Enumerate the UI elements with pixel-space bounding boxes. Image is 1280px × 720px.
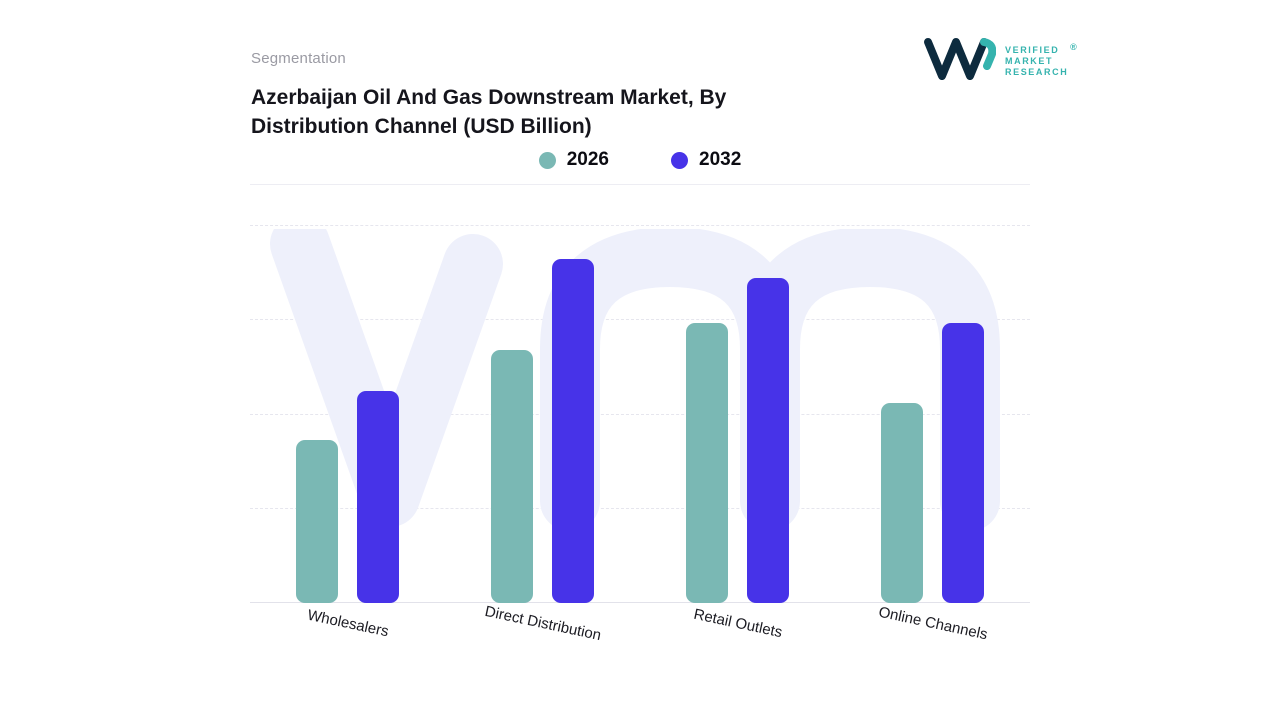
plot-area (250, 214, 1030, 603)
bar-2026-online-channels (881, 403, 923, 603)
x-label-direct-distribution: Direct Distribution (482, 602, 603, 645)
vmr-logo: VERIFIED MARKET RESEARCH ® (922, 36, 1078, 87)
legend-label-2032: 2032 (699, 149, 742, 170)
chart-title: Azerbaijan Oil And Gas Downstream Market… (251, 86, 727, 138)
legend-dot-2026 (538, 151, 556, 169)
registered-trademark-symbol: ® (1070, 42, 1079, 52)
bar-2026-retail-outlets (686, 323, 728, 603)
bar-2032-retail-outlets (747, 278, 789, 603)
legend-item-2032: 2032 (671, 149, 741, 171)
legend-item-2026: 2026 (538, 149, 609, 171)
x-axis-baseline (250, 602, 1030, 603)
legend-label-2026: 2026 (566, 149, 609, 170)
legend-dot-2032 (671, 151, 688, 169)
x-label-retail-outlets: Retail Outlets (691, 605, 784, 642)
logo-line-research: RESEARCH (1005, 67, 1069, 77)
logo-line-market: MARKET (1005, 56, 1054, 66)
logo-line-verified: VERIFIED (1005, 45, 1060, 55)
gridline (250, 225, 1030, 226)
x-axis-labels: Wholesalers Direct Distribution Retail Out… (250, 603, 1030, 644)
x-label-wholesalers: Wholesalers (305, 606, 390, 641)
vmr-logo-wordmark: VERIFIED MARKET RESEARCH ® (1005, 42, 1079, 78)
bar-group-online-channels (881, 323, 984, 603)
bars-row (250, 225, 1030, 603)
header-divider (250, 184, 1030, 185)
bar-2032-wholesalers (357, 391, 399, 603)
bar-2026-direct-distribution (491, 350, 533, 603)
bar-2032-direct-distribution (552, 259, 594, 603)
x-label-online-channels: Online Channels (876, 603, 989, 644)
bar-2026-wholesalers (296, 440, 338, 603)
bar-group-retail-outlets (686, 278, 789, 603)
chart-legend: 2026 2032 (250, 149, 1030, 171)
bar-2032-online-channels (942, 323, 984, 603)
bar-group-direct-distribution (491, 259, 594, 603)
bar-group-wholesalers (296, 391, 399, 603)
vmr-logo-icon (922, 36, 997, 87)
segmentation-label: Segmentation (251, 50, 346, 67)
